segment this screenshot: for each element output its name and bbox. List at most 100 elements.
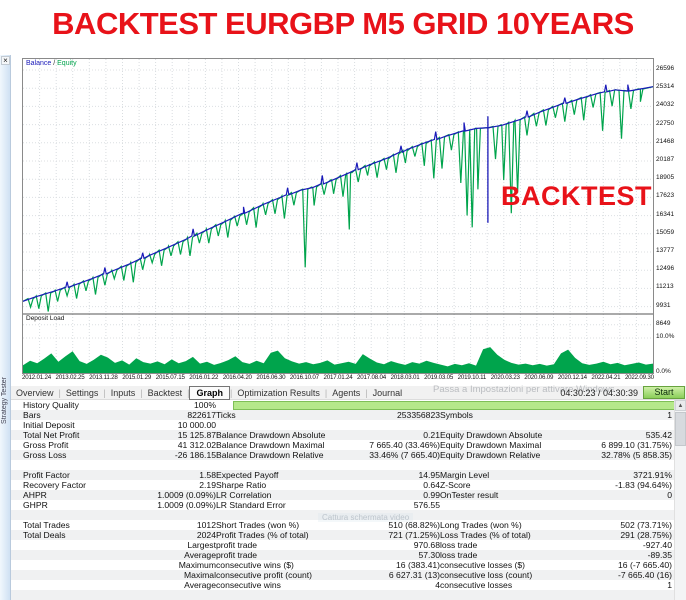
report-value: 253356823 bbox=[396, 410, 440, 420]
report-label: LR Correlation bbox=[216, 490, 272, 500]
report-label: Loss Trades (% of total) bbox=[440, 530, 531, 540]
x-axis-date: 2012.01.24 bbox=[22, 374, 51, 381]
y-axis-tick: 18905 bbox=[656, 174, 675, 181]
report-value: -89.35 bbox=[647, 550, 672, 560]
deposit-load-series bbox=[23, 347, 653, 373]
report-label: Ticks bbox=[216, 410, 236, 420]
report-label: consecutive profit (count) bbox=[216, 570, 313, 580]
deposit-load-label: Deposit Load bbox=[26, 315, 65, 322]
report-value: 1 bbox=[667, 410, 672, 420]
scroll-up-icon[interactable]: ▲ bbox=[675, 400, 686, 411]
report-value: 41 312.02 bbox=[177, 440, 216, 450]
backtest-annotation: BACKTEST bbox=[501, 181, 652, 211]
report-label: LR Standard Error bbox=[216, 500, 286, 510]
deposit-axis-tick: 10.0% bbox=[656, 333, 675, 340]
report-label: Long Trades (won %) bbox=[440, 520, 522, 530]
report-row bbox=[11, 510, 674, 520]
x-axis-date: 2015.07.15 bbox=[155, 374, 185, 381]
report-row: Profit Factor 1.58 Expected Payoff 14.95 Mar… bbox=[11, 470, 674, 480]
report-label: Total Deals bbox=[23, 530, 66, 540]
report-value: 32.78% (5 858.35) bbox=[601, 450, 672, 460]
x-axis-date: 2016.06.30 bbox=[256, 374, 286, 381]
y-axis-tick: 16341 bbox=[656, 211, 675, 218]
start-button[interactable]: Start bbox=[643, 386, 685, 399]
tab-overview[interactable]: Overview bbox=[16, 387, 54, 398]
report-label: profit trade bbox=[216, 550, 258, 560]
x-axis-date: 2015.01.29 bbox=[122, 374, 152, 381]
tab-separator: | bbox=[229, 387, 233, 398]
report-label: OnTester result bbox=[440, 490, 499, 500]
tab-backtest[interactable]: Backtest bbox=[147, 387, 183, 398]
report-value: -26 186.15 bbox=[174, 450, 216, 460]
y-axis-tick: 25314 bbox=[656, 83, 675, 90]
legend-equity: Equity bbox=[57, 60, 77, 67]
tab-separator: | bbox=[365, 387, 368, 398]
report-label: Sharpe Ratio bbox=[216, 480, 267, 490]
report-label: GHPR bbox=[23, 500, 48, 510]
tab-settings[interactable]: Settings bbox=[65, 387, 99, 398]
y-axis-tick: 20187 bbox=[656, 156, 675, 163]
report-value: 33.46% (7 665.40) bbox=[369, 450, 440, 460]
report-row: Gross Profit 41 312.02 Balance Drawdown Ma… bbox=[11, 440, 674, 450]
report-value: 15 125.87 bbox=[177, 430, 216, 440]
tab-separator: | bbox=[58, 387, 61, 398]
deposit-axis-tick: 0.0% bbox=[656, 368, 671, 375]
report-value: 1.0009 (0.09%) bbox=[157, 500, 216, 510]
report-row: Total Deals 2024 Profit Trades (% of total… bbox=[11, 530, 674, 540]
tab-separator: | bbox=[324, 387, 328, 398]
tab-graph[interactable]: Graph bbox=[189, 385, 230, 400]
report-value: 100% bbox=[194, 400, 216, 410]
x-axis-date: 2017.08.04 bbox=[357, 374, 386, 381]
y-axis-tick: 8649 bbox=[656, 320, 671, 327]
tab-agents[interactable]: Agents bbox=[332, 387, 361, 398]
x-axis-date: 2018.03.01 bbox=[390, 374, 420, 381]
report-value: 0.64 bbox=[423, 480, 440, 490]
report-label: consecutive wins bbox=[216, 580, 281, 590]
tab-inputs[interactable]: Inputs bbox=[110, 387, 136, 398]
report-row: Average profit trade 57.30 loss trade -89.35 bbox=[11, 550, 674, 560]
report-label: Short Trades (won %) bbox=[216, 520, 300, 530]
report-value: Largest bbox=[187, 540, 216, 550]
report-value: 6 899.10 (31.75%) bbox=[601, 440, 672, 450]
report-row: Initial Deposit 10 000.00 bbox=[11, 420, 674, 430]
report-label: History Quality bbox=[23, 400, 79, 410]
report-value: 14.95 bbox=[418, 470, 440, 480]
tab-separator: | bbox=[103, 387, 106, 398]
x-axis-date: 2020.03.23 bbox=[490, 374, 520, 381]
report-value: 1012 bbox=[196, 520, 216, 530]
report-value: 502 (73.71%) bbox=[620, 520, 672, 530]
y-axis-tick: 13777 bbox=[656, 247, 675, 254]
report-row: Bars 822617 Ticks 253356823 Symbols 1 bbox=[11, 410, 674, 420]
x-axis-date: 2022.04.21 bbox=[591, 374, 621, 381]
report-label: Margin Level bbox=[440, 470, 490, 480]
x-axis-date: 2016.01.22 bbox=[189, 374, 219, 381]
table-scrollbar[interactable]: ▲ bbox=[674, 400, 686, 600]
report-value: 2024 bbox=[196, 530, 216, 540]
report-value: 291 (28.75%) bbox=[620, 530, 672, 540]
balance-equity-chart[interactable] bbox=[22, 58, 654, 374]
report-label: consecutive losses ($) bbox=[440, 560, 526, 570]
report-row: History Quality 100% bbox=[11, 400, 683, 410]
report-value: 0.21 bbox=[423, 430, 440, 440]
report-label: Initial Deposit bbox=[23, 420, 75, 430]
page-title: BACKTEST EURGBP M5 GRID 10YEARS bbox=[52, 6, 634, 41]
report-value: Maximal bbox=[184, 570, 216, 580]
backtest-report-table: History Quality 100% Bars 822617 Ticks 253356… bbox=[11, 400, 683, 600]
backtest-elapsed-time: 04:30:23 / 04:30:39 bbox=[560, 388, 638, 398]
report-value: -1.83 (94.64%) bbox=[615, 480, 672, 490]
report-value: 10 000.00 bbox=[177, 420, 216, 430]
x-axis-date: 2020.12.14 bbox=[557, 374, 587, 381]
report-row: Total Trades 1012 Short Trades (won %) 510 … bbox=[11, 520, 674, 530]
report-value: 576.55 bbox=[413, 500, 440, 510]
history-quality-progress-bar bbox=[233, 400, 683, 410]
close-icon[interactable]: × bbox=[1, 56, 10, 65]
report-value: 0.99 bbox=[423, 490, 440, 500]
tab-optimization-results[interactable]: Optimization Results bbox=[237, 387, 320, 398]
report-label: Profit Trades (% of total) bbox=[216, 530, 309, 540]
scrollbar-thumb[interactable] bbox=[675, 412, 686, 446]
report-value: 16 (383.41) bbox=[396, 560, 440, 570]
y-axis-tick: 24032 bbox=[656, 101, 675, 108]
report-label: Equity Drawdown Maximal bbox=[440, 440, 542, 450]
tab-journal[interactable]: Journal bbox=[372, 387, 403, 398]
report-value: 1.0009 (0.09%) bbox=[157, 490, 216, 500]
